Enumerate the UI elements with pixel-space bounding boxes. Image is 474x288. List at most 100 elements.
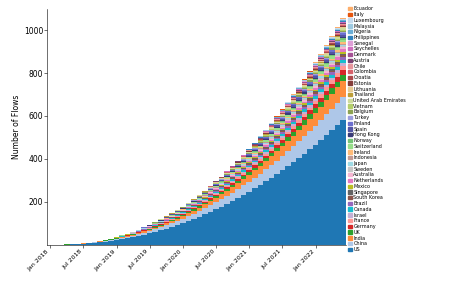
Bar xyxy=(319,94,324,98)
Bar xyxy=(335,71,340,73)
Bar xyxy=(236,176,241,177)
Bar xyxy=(169,227,174,245)
Bar xyxy=(180,215,186,216)
Bar xyxy=(307,107,313,111)
Bar xyxy=(280,143,285,146)
Bar xyxy=(269,142,274,143)
Bar xyxy=(324,135,329,245)
Bar xyxy=(324,46,329,47)
Bar xyxy=(280,128,285,129)
Bar xyxy=(241,156,246,157)
Bar xyxy=(340,70,346,75)
Bar xyxy=(335,67,340,71)
Bar xyxy=(197,205,202,206)
Bar xyxy=(307,82,313,84)
Bar xyxy=(213,184,219,185)
Bar xyxy=(313,126,319,145)
Bar xyxy=(224,183,230,184)
Bar xyxy=(285,134,291,137)
Bar xyxy=(335,36,340,37)
Bar xyxy=(307,77,313,78)
Bar xyxy=(291,122,296,124)
Bar xyxy=(257,140,263,141)
Bar xyxy=(236,183,241,189)
Bar xyxy=(252,159,257,160)
Bar xyxy=(274,121,280,122)
Bar xyxy=(257,161,263,163)
Bar xyxy=(230,169,236,170)
Bar xyxy=(263,149,269,150)
Bar xyxy=(108,241,114,245)
Bar xyxy=(269,143,274,144)
Bar xyxy=(335,43,340,45)
Bar xyxy=(274,117,280,118)
Bar xyxy=(202,198,208,199)
Bar xyxy=(296,109,302,110)
Bar xyxy=(340,31,346,32)
Bar xyxy=(340,55,346,57)
Bar xyxy=(208,205,213,212)
Bar xyxy=(291,120,296,122)
Bar xyxy=(296,98,302,100)
Bar xyxy=(313,73,319,74)
Bar xyxy=(191,211,197,214)
Bar xyxy=(236,170,241,171)
Bar xyxy=(340,42,346,44)
Bar xyxy=(219,199,224,206)
Bar xyxy=(236,177,241,179)
Bar xyxy=(340,57,346,60)
Bar xyxy=(335,50,340,52)
Bar xyxy=(169,218,174,219)
Bar xyxy=(302,105,307,106)
Bar xyxy=(302,109,307,112)
Bar xyxy=(246,154,252,155)
Bar xyxy=(319,74,324,75)
Bar xyxy=(246,153,252,154)
Bar xyxy=(241,170,246,172)
Bar xyxy=(136,234,141,236)
Bar xyxy=(329,67,335,69)
Bar xyxy=(213,185,219,186)
Bar xyxy=(213,191,219,192)
Bar xyxy=(213,198,219,202)
Bar xyxy=(213,187,219,188)
Bar xyxy=(241,167,246,168)
Bar xyxy=(285,124,291,125)
Bar xyxy=(280,146,285,156)
Bar xyxy=(291,99,296,100)
Bar xyxy=(340,19,346,20)
Bar xyxy=(252,150,257,151)
Bar xyxy=(296,97,302,98)
Bar xyxy=(269,130,274,131)
Bar xyxy=(307,101,313,103)
Bar xyxy=(119,239,125,245)
Bar xyxy=(340,35,346,37)
Bar xyxy=(269,145,274,147)
Bar xyxy=(319,102,324,107)
Bar xyxy=(291,118,296,119)
Bar xyxy=(197,204,202,205)
Bar xyxy=(324,78,329,80)
Bar xyxy=(158,230,164,245)
Bar xyxy=(246,166,252,167)
Bar xyxy=(246,157,252,158)
Bar xyxy=(302,99,307,100)
Bar xyxy=(319,84,324,85)
Bar xyxy=(114,238,119,239)
Bar xyxy=(324,77,329,78)
Bar xyxy=(340,48,346,50)
Bar xyxy=(230,175,236,176)
Bar xyxy=(147,233,153,245)
Bar xyxy=(291,98,296,99)
Bar xyxy=(230,179,236,181)
Bar xyxy=(340,44,346,45)
Bar xyxy=(219,186,224,187)
Bar xyxy=(202,193,208,194)
Bar xyxy=(269,126,274,127)
Bar xyxy=(291,109,296,110)
Bar xyxy=(335,31,340,32)
Bar xyxy=(319,120,324,140)
Bar xyxy=(230,176,236,177)
Bar xyxy=(219,190,224,191)
Bar xyxy=(236,163,241,164)
